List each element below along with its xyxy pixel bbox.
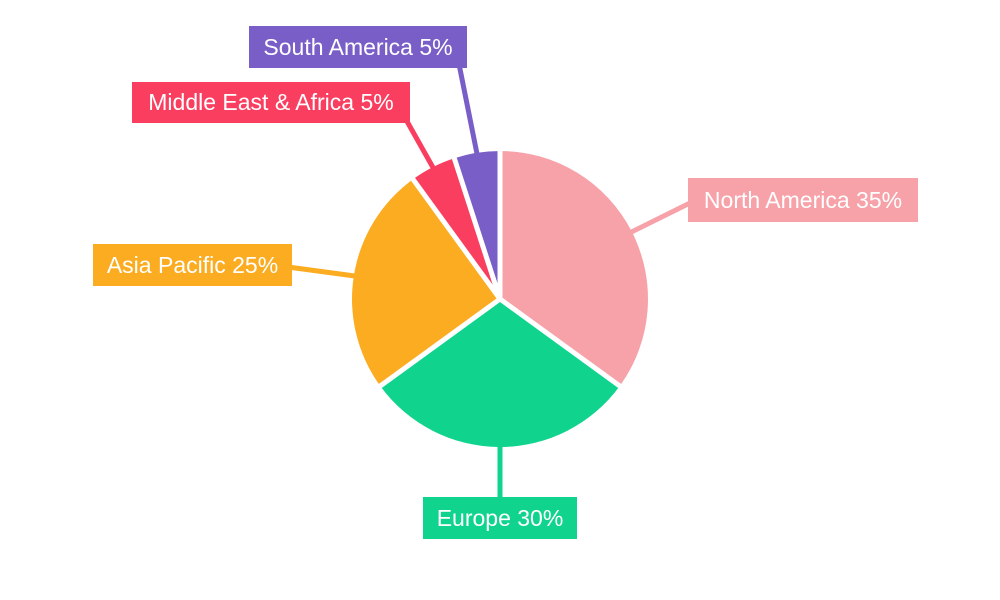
leader-line-north-america	[629, 199, 694, 235]
pie-slice-north-america[interactable]	[500, 151, 648, 386]
slice-divider	[451, 156, 503, 300]
pie-slice-asia-pacific[interactable]	[352, 179, 500, 386]
pie-callout-south-america: South America 5%	[249, 26, 467, 68]
pie-callout-middle-east-africa: Middle East & Africa 5%	[132, 82, 410, 123]
pie-slice-europe[interactable]	[380, 299, 620, 447]
pie-callout-europe: Europe 30%	[423, 497, 577, 539]
leader-line-south-america	[456, 63, 480, 155]
leader-line-asia-pacific	[287, 264, 356, 279]
leader-line-middle-east-africa	[401, 114, 436, 170]
pie-callout-north-america: North America 35%	[688, 178, 918, 222]
slice-divider	[410, 176, 503, 301]
slice-divider	[377, 296, 502, 389]
slice-divider	[498, 296, 623, 389]
pie-slice-middle-east-africa[interactable]	[413, 158, 500, 299]
pie-callout-asia-pacific: Asia Pacific 25%	[93, 244, 292, 286]
